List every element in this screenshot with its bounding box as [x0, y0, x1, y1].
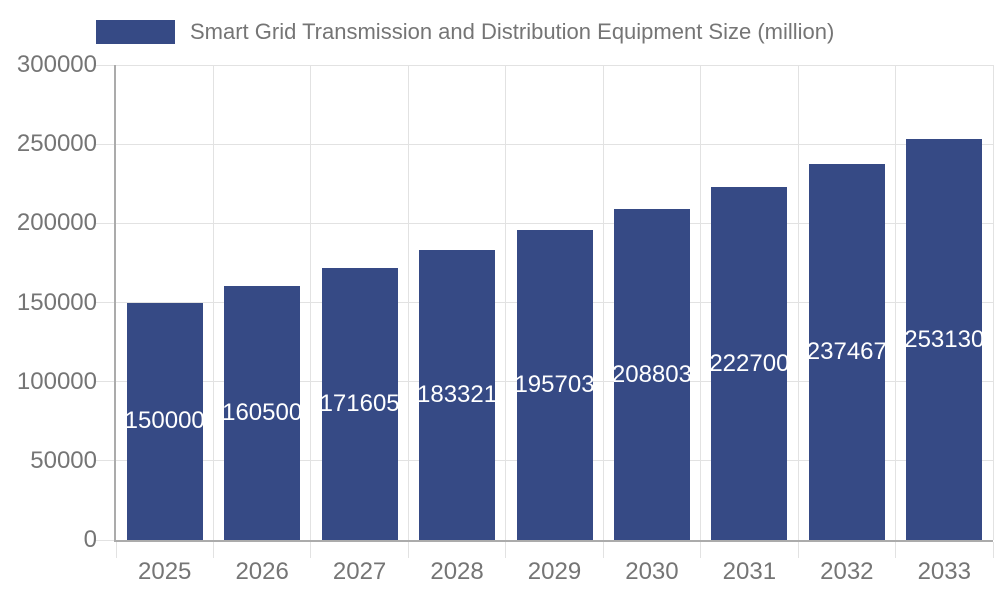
x-tick-label: 2029 — [527, 558, 582, 585]
legend-label: Smart Grid Transmission and Distribution… — [190, 19, 835, 44]
bar: 150000 — [126, 302, 203, 540]
x-gridline — [797, 65, 799, 540]
bar-value-label: 237467 — [808, 338, 885, 365]
bar-value-label: 208803 — [613, 360, 690, 388]
bar-value-label: 222700 — [711, 349, 788, 377]
x-tick — [992, 542, 994, 558]
legend-swatch — [96, 20, 175, 44]
bar: 222700 — [711, 187, 788, 540]
x-tick-label: 2028 — [430, 558, 484, 585]
y-tick-label: 150000 — [16, 288, 97, 316]
bar-value-label: 253130 — [906, 325, 983, 353]
x-gridline — [310, 65, 312, 540]
x-tick-label: 2025 — [138, 558, 192, 585]
y-tick-label: 100000 — [16, 367, 97, 395]
x-tick — [797, 542, 799, 558]
x-gridline — [407, 65, 409, 540]
bar: 160500 — [224, 285, 301, 540]
y-tick — [96, 302, 114, 303]
x-tick — [407, 542, 409, 558]
x-tick-label: 2030 — [625, 558, 679, 585]
x-tick — [115, 542, 117, 558]
x-tick-label: 2031 — [722, 558, 777, 585]
x-tick — [505, 542, 507, 558]
y-tick — [96, 222, 114, 224]
bar: 237467 — [808, 164, 885, 540]
x-gridline — [212, 65, 214, 540]
x-tick-label: 2027 — [332, 558, 387, 585]
y-gridline — [116, 143, 993, 145]
bar: 183321 — [419, 249, 496, 540]
y-tick-label: 50000 — [30, 446, 97, 474]
bar-value-label: 160500 — [224, 398, 301, 426]
legend-item[interactable]: Smart Grid Transmission and Distribution… — [96, 20, 834, 44]
y-tick-label: 300000 — [16, 51, 97, 78]
bar-value-label: 183321 — [419, 380, 496, 408]
y-tick-label: 0 — [83, 526, 97, 553]
y-gridline — [116, 64, 993, 66]
y-axis-line — [114, 65, 116, 542]
y-tick-label: 250000 — [16, 130, 97, 158]
x-tick — [310, 542, 312, 558]
x-gridline — [505, 65, 507, 540]
bar: 171605 — [321, 268, 398, 540]
x-gridline — [700, 65, 702, 540]
x-tick-label: 2032 — [820, 558, 874, 585]
y-tick — [96, 539, 114, 541]
x-gridline — [602, 65, 604, 540]
plot-area: 150000 160500 171605 183321 195703 208803 2227… — [96, 64, 994, 558]
bar-value-label: 150000 — [126, 407, 203, 435]
bar-value-label: 171605 — [321, 390, 398, 418]
bar-value-label: 195703 — [516, 371, 593, 399]
x-tick — [212, 542, 214, 558]
y-tick — [96, 460, 114, 462]
bar: 253130 — [906, 139, 983, 540]
y-tick — [96, 143, 114, 145]
x-gridline — [895, 65, 897, 540]
x-tick — [700, 542, 702, 558]
x-tick-label: 2033 — [917, 558, 971, 585]
bar: 195703 — [516, 230, 593, 540]
y-gridline — [116, 222, 993, 224]
x-gridline — [992, 65, 994, 540]
x-tick-label: 2026 — [235, 558, 289, 585]
y-tick-label: 200000 — [16, 209, 97, 237]
bar: 208803 — [613, 209, 690, 540]
y-tick — [96, 64, 114, 66]
x-tick — [895, 542, 897, 558]
x-axis-line — [114, 540, 993, 542]
x-tick — [602, 542, 604, 558]
y-tick — [96, 381, 114, 383]
